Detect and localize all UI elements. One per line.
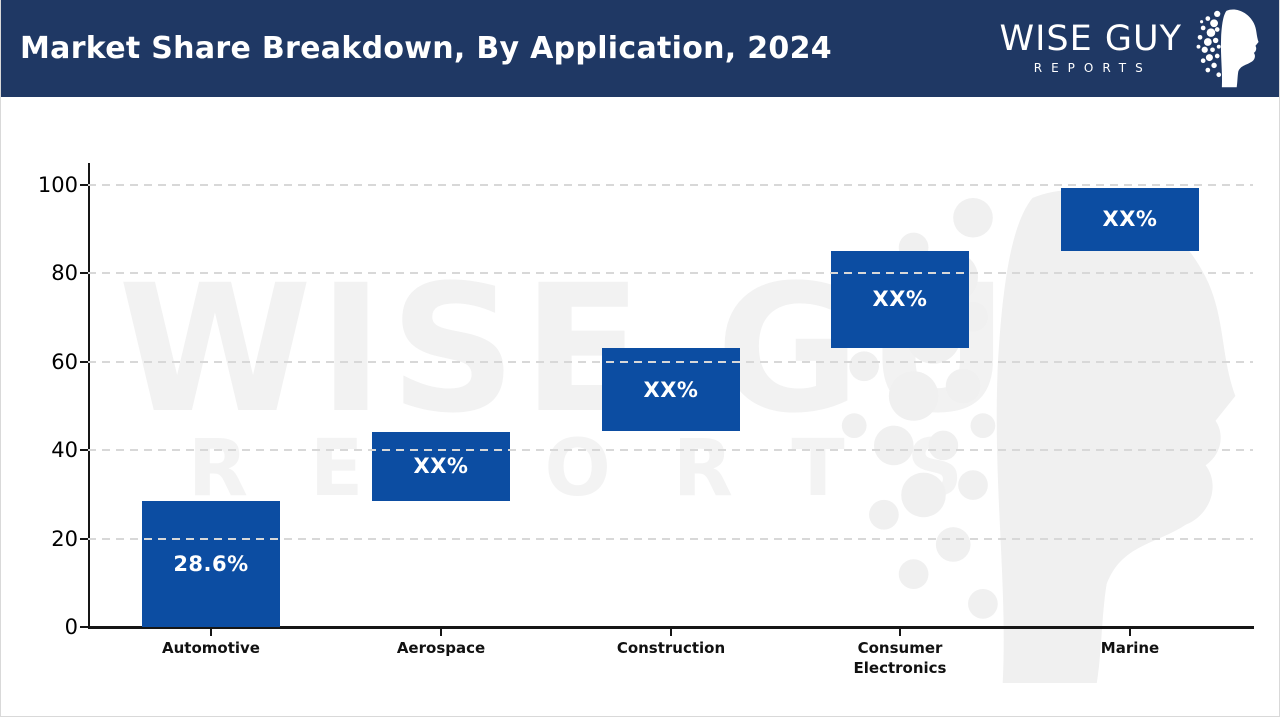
y-tick-label: 0 (64, 615, 78, 639)
wiseguy-logo: WISE GUY REPORTS (999, 0, 1264, 97)
gridline-100 (88, 184, 1253, 186)
gridline-40 (88, 449, 1253, 452)
wiseguy-logo-text: WISE GUY REPORTS (999, 19, 1182, 76)
x-category-label: Aerospace (396, 639, 486, 657)
x-tick-mark (440, 629, 442, 636)
y-tick-label: 20 (51, 526, 78, 551)
bar-value-label: 28.6% (173, 551, 249, 576)
x-category-label: Marine (1100, 639, 1160, 657)
page-title: Market Share Breakdown, By Application, … (20, 31, 832, 66)
bar-value-label: XX% (413, 454, 469, 479)
y-axis-spine (88, 163, 90, 628)
bar-value-label: XX% (643, 377, 699, 402)
y-tick-mark (80, 360, 88, 363)
bar-consumer-electronics: XX% (831, 251, 969, 348)
y-tick-label: 80 (51, 261, 78, 286)
gridline-80 (88, 272, 1253, 275)
bar-automotive: 28.6% (142, 500, 280, 627)
y-tick-mark (80, 272, 88, 275)
y-tick-label: 40 (51, 438, 78, 463)
y-tick-mark (80, 184, 88, 186)
wiseguy-head-icon (1196, 9, 1259, 87)
x-tick-mark (670, 629, 672, 636)
gridline-60 (88, 360, 1253, 363)
header-bar: Market Share Breakdown, By Application, … (0, 0, 1280, 97)
y-tick-mark (80, 449, 88, 452)
bar-value-label: XX% (1102, 207, 1158, 232)
logo-wordmark: WISE GUY (999, 19, 1182, 59)
y-tick-mark (80, 626, 88, 628)
y-tick-label: 60 (51, 349, 78, 374)
bar-aerospace: XX% (372, 431, 510, 501)
x-tick-mark (1129, 629, 1131, 636)
y-tick-label: 100 (37, 173, 78, 197)
x-category-label: Automotive (162, 639, 260, 657)
x-category-label: Consumer Electronics (853, 639, 947, 677)
x-tick-mark (210, 629, 212, 636)
logo-subtitle: REPORTS (1033, 61, 1152, 75)
bar-value-label: XX% (872, 287, 928, 312)
x-category-label: Construction (616, 639, 726, 657)
y-tick-mark (80, 537, 88, 540)
gridline-20 (88, 537, 1253, 540)
x-tick-mark (899, 629, 901, 636)
bar-marine: XX% (1061, 188, 1199, 251)
x-axis-spine (88, 626, 1254, 629)
